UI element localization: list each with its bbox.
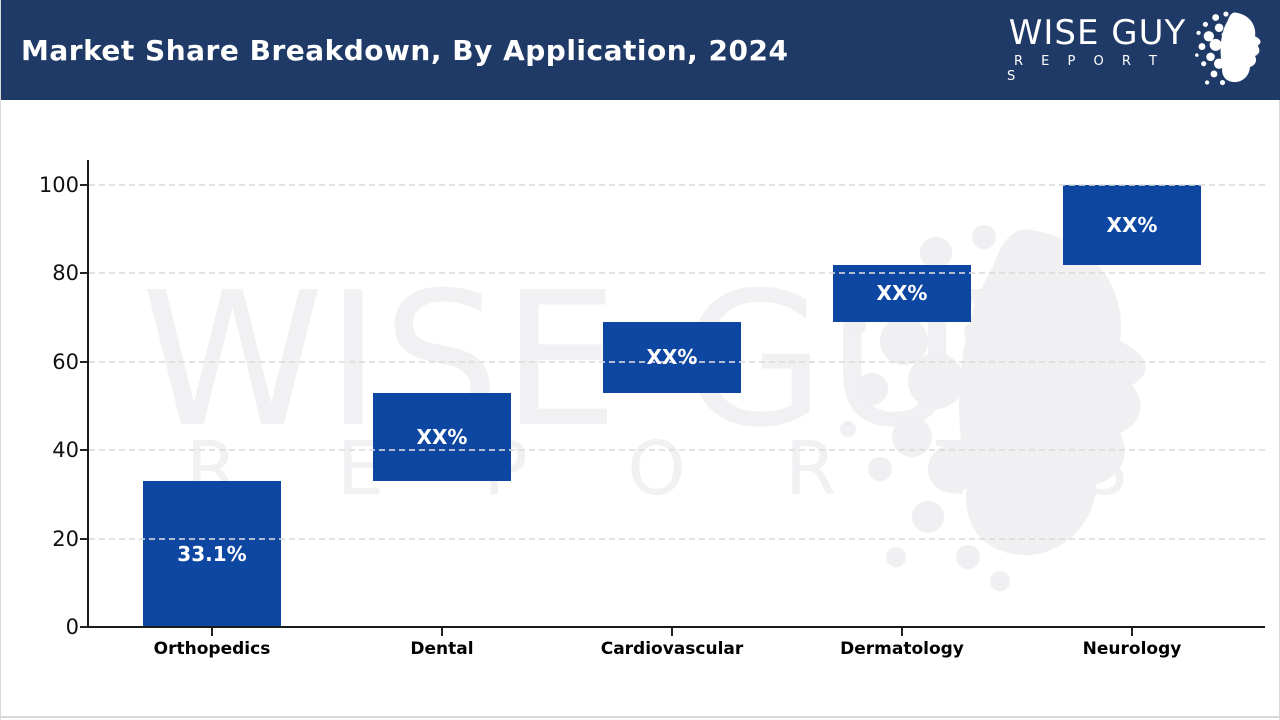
x-category-label: Cardiovascular xyxy=(600,639,744,659)
bar-value-label: 33.1% xyxy=(177,541,247,566)
logo-face-icon xyxy=(1195,11,1261,86)
y-tick-label: 20 xyxy=(52,526,79,551)
x-category-label: Neurology xyxy=(1082,639,1182,659)
y-tick-mark xyxy=(80,537,88,540)
y-tick-mark xyxy=(80,626,88,628)
y-tick-mark xyxy=(80,184,88,186)
bar-value-label: XX% xyxy=(1106,212,1158,237)
bar-orthopedics xyxy=(143,480,281,627)
y-tick-label: 60 xyxy=(52,349,79,374)
gridline-y20 xyxy=(89,537,1265,540)
y-tick-label: 0 xyxy=(65,615,79,639)
x-category-label: Dental xyxy=(410,639,474,659)
bar-neurology xyxy=(1063,185,1201,265)
bar-cardiovascular xyxy=(603,322,741,393)
gridline-y80 xyxy=(89,272,1265,275)
x-tick-mark xyxy=(441,628,443,636)
logo-wordmark: WISE GUY xyxy=(1008,13,1187,54)
x-tick-mark xyxy=(1131,628,1133,636)
y-tick-mark xyxy=(80,272,88,275)
logo-text: WISE GUY R E P O R T S xyxy=(1007,13,1188,84)
logo-subtitle: R E P O R T S xyxy=(1007,53,1164,84)
y-tick-mark xyxy=(80,449,88,452)
gridline-y100 xyxy=(89,184,1265,186)
header: Market Share Breakdown, By Application, … xyxy=(1,0,1280,100)
bar-value-label: XX% xyxy=(876,281,928,306)
gridline-y40 xyxy=(89,449,1265,452)
x-tick-mark xyxy=(671,628,673,636)
wiseguy-logo: WISE GUY R E P O R T S xyxy=(1007,4,1267,96)
bottom-divider xyxy=(1,716,1280,718)
x-tick-mark xyxy=(211,628,213,636)
bar-value-label: XX% xyxy=(416,424,468,449)
gridline-y60 xyxy=(89,360,1265,363)
bar-value-label: XX% xyxy=(646,345,698,370)
y-axis-line xyxy=(87,160,89,628)
bar-dental xyxy=(373,392,511,481)
x-axis-line xyxy=(87,626,1265,628)
y-tick-label: 40 xyxy=(52,438,79,463)
x-category-label: Dermatology xyxy=(840,639,964,659)
y-tick-label: 80 xyxy=(52,261,79,286)
y-tick-mark xyxy=(80,360,88,363)
y-tick-label: 100 xyxy=(38,173,79,197)
x-category-label: Orthopedics xyxy=(153,639,271,659)
page-title: Market Share Breakdown, By Application, … xyxy=(21,33,789,67)
x-tick-mark xyxy=(901,628,903,636)
